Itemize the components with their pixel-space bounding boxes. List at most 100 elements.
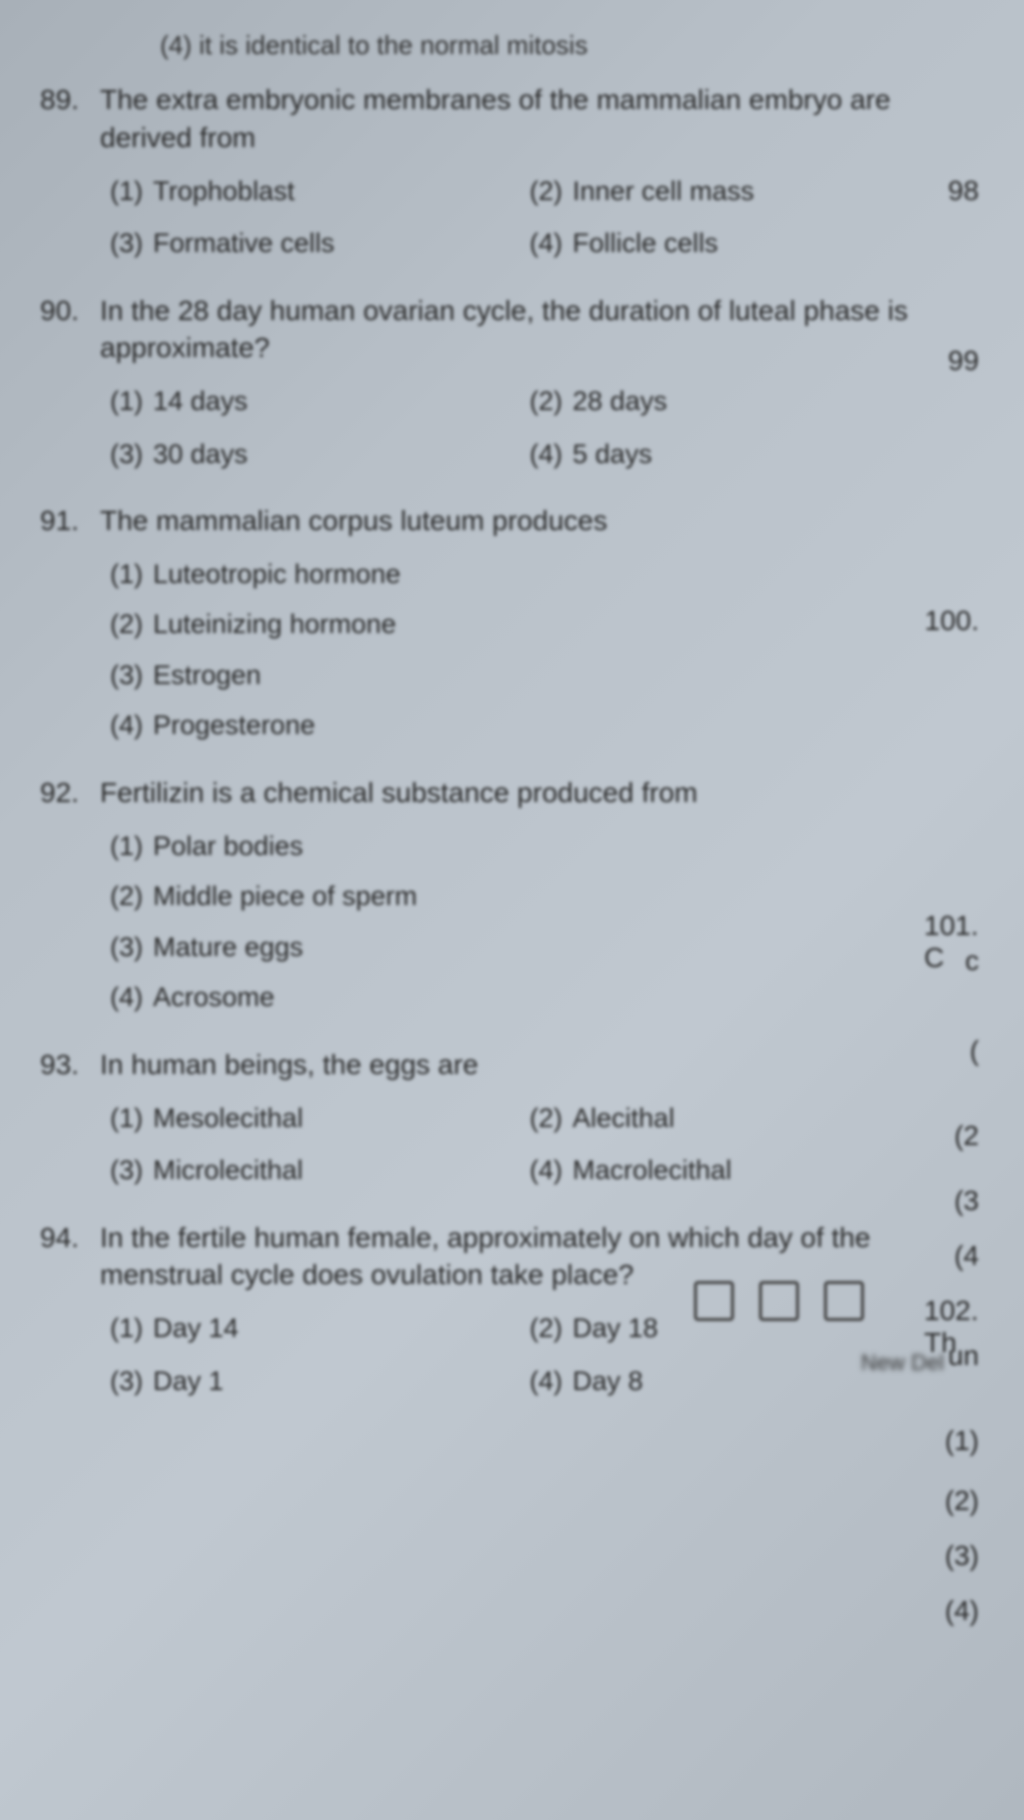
- option[interactable]: (3) Day 1: [110, 1361, 530, 1402]
- option-text: Mature eggs: [153, 932, 303, 962]
- option[interactable]: (3)Formative cells: [110, 223, 530, 264]
- question-number: 90.: [40, 292, 100, 330]
- question-number: 94.: [40, 1219, 100, 1257]
- option[interactable]: (1) 14 days: [110, 381, 530, 422]
- option-number: (2): [530, 386, 563, 416]
- option-number: (4): [530, 228, 563, 258]
- options-container: (1) 14 days (2) 28 days (3)30 days(4) 5 days: [110, 381, 984, 474]
- option[interactable]: (3)Estrogen: [110, 655, 984, 696]
- option-number: (3): [110, 1366, 143, 1396]
- option[interactable]: (2)Inner cell mass: [530, 171, 950, 212]
- option-number: (4): [110, 710, 143, 740]
- checkbox[interactable]: [694, 1281, 734, 1321]
- option[interactable]: (4)Acrosome: [110, 977, 984, 1018]
- margin-number: (4): [945, 1595, 979, 1627]
- footer-text: New Del: [861, 1350, 944, 1376]
- option-number: (3): [110, 228, 143, 258]
- option-number: (4): [530, 1366, 563, 1396]
- question: 90.In the 28 day human ovarian cycle, th…: [40, 292, 984, 475]
- margin-number: (: [970, 1035, 979, 1067]
- options-container: (1)Polar bodies(2)Middle piece of sperm(…: [110, 826, 984, 1018]
- option-text: 14 days: [153, 386, 248, 416]
- question: 91.The mammalian corpus luteum produces(…: [40, 502, 984, 746]
- option-text: Mesolecithal: [153, 1103, 303, 1133]
- margin-number: (4: [954, 1240, 979, 1272]
- option-text: 28 days: [573, 386, 668, 416]
- partial-option-top: (4) it is identical to the normal mitosi…: [160, 30, 984, 61]
- option[interactable]: (1) Trophoblast: [110, 171, 530, 212]
- question-text: In the 28 day human ovarian cycle, the d…: [100, 292, 984, 368]
- option-number: (2): [110, 609, 143, 639]
- option-number: (4): [530, 1155, 563, 1185]
- option-number: (1): [110, 1313, 143, 1343]
- option[interactable]: (1)Day 14: [110, 1308, 530, 1349]
- question-text: The extra embryonic membranes of the mam…: [100, 81, 984, 157]
- option-text: Alecithal: [573, 1103, 675, 1133]
- bottom-checkboxes: [694, 1281, 864, 1321]
- options-container: (1) Luteotropic hormone (2) Luteinizing hor…: [110, 554, 984, 746]
- option[interactable]: (4) Progesterone: [110, 705, 984, 746]
- question-text: Fertilizin is a chemical substance produ…: [100, 774, 984, 812]
- option-text: Middle piece of sperm: [153, 881, 417, 911]
- option-number: (3): [110, 932, 143, 962]
- options-container: (1) Mesolecithal (2) Alecithal (3) Microlecit…: [110, 1098, 984, 1191]
- question-text: In human beings, the eggs are: [100, 1046, 984, 1084]
- option-number: (1): [110, 831, 143, 861]
- option-number: (2): [530, 176, 563, 206]
- option-text: Progesterone: [153, 710, 315, 740]
- question: 92.Fertilizin is a chemical substance pr…: [40, 774, 984, 1018]
- question-number: 89.: [40, 81, 100, 119]
- option-text: Luteinizing hormone: [153, 609, 396, 639]
- checkbox[interactable]: [759, 1281, 799, 1321]
- margin-number: 98: [948, 175, 979, 207]
- margin-number: un: [948, 1340, 979, 1372]
- option-text: Trophoblast: [153, 176, 295, 206]
- option[interactable]: (2) Alecithal: [530, 1098, 950, 1139]
- option[interactable]: (4) Macrolecithal: [530, 1150, 950, 1191]
- question: 93.In human beings, the eggs are (1) Mesol…: [40, 1046, 984, 1191]
- option-text: Day 18: [573, 1313, 659, 1343]
- option[interactable]: (2) Middle piece of sperm: [110, 876, 984, 917]
- margin-number: (3): [945, 1540, 979, 1572]
- option-number: (1): [110, 386, 143, 416]
- question-stem: 92.Fertilizin is a chemical substance pr…: [40, 774, 984, 812]
- option[interactable]: (3)30 days: [110, 434, 530, 475]
- option[interactable]: (4) 5 days: [530, 434, 950, 475]
- question-stem: 90.In the 28 day human ovarian cycle, th…: [40, 292, 984, 368]
- question-number: 91.: [40, 502, 100, 540]
- question-stem: 89.The extra embryonic membranes of the …: [40, 81, 984, 157]
- option-number: (1): [110, 176, 143, 206]
- option[interactable]: (1) Luteotropic hormone: [110, 554, 984, 595]
- option-number: (2): [110, 881, 143, 911]
- option-number: (2): [530, 1103, 563, 1133]
- option-number: (1): [110, 1103, 143, 1133]
- option[interactable]: (3) Mature eggs: [110, 927, 984, 968]
- checkbox[interactable]: [824, 1281, 864, 1321]
- option[interactable]: (1) Polar bodies: [110, 826, 984, 867]
- option-text: 30 days: [153, 439, 248, 469]
- option[interactable]: (2) Luteinizing hormone: [110, 604, 984, 645]
- margin-number: (2: [954, 1120, 979, 1152]
- option-text: Macrolecithal: [573, 1155, 732, 1185]
- option[interactable]: (4)Follicle cells: [530, 223, 950, 264]
- options-container: (1)Day 14(2)Day 18(3)Day 1(4)Day 8: [110, 1308, 984, 1401]
- option[interactable]: (2) 28 days: [530, 381, 950, 422]
- question-stem: 93.In human beings, the eggs are: [40, 1046, 984, 1084]
- question: 89.The extra embryonic membranes of the …: [40, 81, 984, 264]
- option-text: 5 days: [573, 439, 653, 469]
- option-text: Polar bodies: [153, 831, 303, 861]
- option-text: Microlecithal: [153, 1155, 303, 1185]
- margin-number: 99: [948, 345, 979, 377]
- margin-number: (1): [945, 1425, 979, 1457]
- option[interactable]: (1) Mesolecithal: [110, 1098, 530, 1139]
- option[interactable]: (3) Microlecithal: [110, 1150, 530, 1191]
- margin-number: (2): [945, 1485, 979, 1517]
- margin-number: 100.: [925, 605, 980, 637]
- option-number: (4): [530, 439, 563, 469]
- option-text: Luteotropic hormone: [153, 559, 401, 589]
- option-number: (2): [530, 1313, 563, 1343]
- option-text: Day 1: [153, 1366, 224, 1396]
- option-number: (1): [110, 559, 143, 589]
- option-number: (3): [110, 1155, 143, 1185]
- option-number: (4): [110, 982, 143, 1012]
